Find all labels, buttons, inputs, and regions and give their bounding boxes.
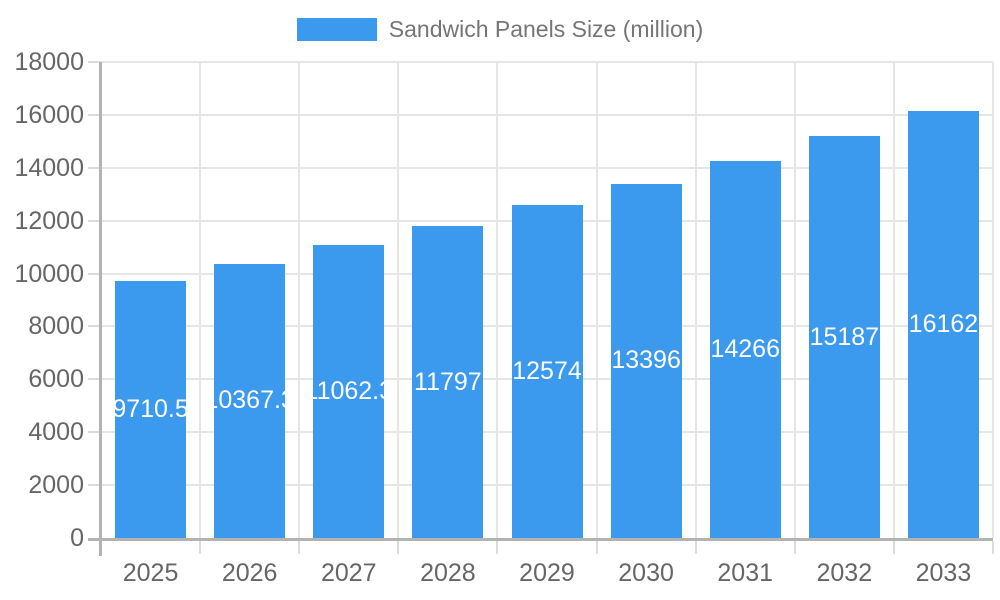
- gridline-vertical: [595, 62, 598, 538]
- x-tick-label: 2029: [519, 559, 575, 587]
- x-axis-tick: [199, 541, 202, 554]
- x-axis-tick: [298, 541, 301, 554]
- x-tick-label: 2030: [618, 559, 674, 587]
- gridline-vertical: [793, 62, 796, 538]
- bar-2027[interactable]: 11062.3: [313, 245, 385, 538]
- x-axis-tick: [397, 541, 400, 554]
- y-tick-label: 2000: [28, 471, 84, 500]
- y-axis-tick: [88, 166, 101, 169]
- x-axis-tick: [694, 541, 697, 554]
- x-tick-label: 2025: [122, 559, 179, 587]
- gridline-vertical: [496, 62, 499, 538]
- x-tick-label: 2033: [915, 559, 972, 587]
- y-axis-tick: [88, 484, 101, 487]
- x-axis-tick: [496, 541, 499, 554]
- gridline-vertical: [892, 62, 895, 538]
- x-axis-line: [88, 538, 993, 541]
- y-axis-tick: [88, 113, 101, 116]
- y-axis-line: [99, 62, 102, 556]
- y-axis-tick: [88, 431, 101, 434]
- x-tick-label: 2031: [717, 559, 774, 587]
- bar-value-label: 9710.5: [115, 395, 187, 424]
- gridline-vertical: [992, 62, 994, 538]
- bar-value-label: 14266: [710, 334, 780, 363]
- bar-value-label: 12574: [512, 357, 582, 386]
- y-axis-tick: [88, 61, 101, 63]
- bar-2032[interactable]: 15187: [808, 136, 880, 538]
- y-tick-label: 8000: [28, 312, 84, 341]
- x-tick-label: 2032: [816, 559, 873, 587]
- x-axis-tick: [793, 541, 796, 554]
- y-tick-label: 10000: [14, 259, 84, 288]
- x-axis-tick: [892, 541, 895, 554]
- gridline-vertical: [298, 62, 301, 538]
- bar-2028[interactable]: 11797: [412, 226, 484, 538]
- bar-2030[interactable]: 13396: [610, 183, 682, 538]
- bar-2026[interactable]: 10367.3: [214, 263, 286, 538]
- x-axis-tick: [595, 541, 598, 554]
- x-axis-tick: [992, 541, 994, 554]
- bar-value-label: 11062.3: [313, 377, 384, 406]
- y-axis-tick: [88, 378, 101, 381]
- y-axis-tick: [88, 325, 101, 328]
- legend[interactable]: Sandwich Panels Size (million): [0, 18, 1000, 41]
- bar-2029[interactable]: 12574: [511, 205, 583, 538]
- y-tick-label: 16000: [14, 100, 84, 129]
- y-tick-label: 12000: [14, 206, 84, 235]
- legend-swatch: [296, 18, 377, 41]
- y-tick-label: 0: [70, 524, 84, 552]
- y-axis-tick: [88, 272, 101, 275]
- gridline-vertical: [694, 62, 697, 538]
- y-tick-label: 4000: [28, 418, 84, 447]
- y-axis-tick: [88, 219, 101, 222]
- gridline-horizontal: [101, 166, 993, 169]
- legend-label: Sandwich Panels Size (million): [388, 16, 704, 42]
- bar-2031[interactable]: 14266: [709, 160, 781, 538]
- gridline-vertical: [397, 62, 400, 538]
- bar-value-label: 16162: [908, 309, 979, 338]
- x-tick-label: 2026: [221, 559, 278, 587]
- gridline-vertical: [199, 62, 202, 538]
- y-tick-label: 6000: [28, 365, 84, 394]
- y-tick-label: 18000: [14, 48, 84, 76]
- bar-value-label: 13396: [611, 346, 681, 375]
- bar-2033[interactable]: 16162: [907, 110, 979, 538]
- bar-value-label: 10367.3: [214, 386, 285, 415]
- gridline-horizontal: [101, 61, 993, 63]
- bar-value-label: 15187: [809, 322, 880, 351]
- y-tick-label: 14000: [14, 153, 84, 182]
- x-tick-label: 2028: [420, 559, 476, 587]
- x-tick-label: 2027: [320, 559, 377, 587]
- bar-value-label: 11797: [414, 367, 482, 396]
- gridline-horizontal: [101, 113, 993, 116]
- bar-2025[interactable]: 9710.5: [115, 281, 187, 538]
